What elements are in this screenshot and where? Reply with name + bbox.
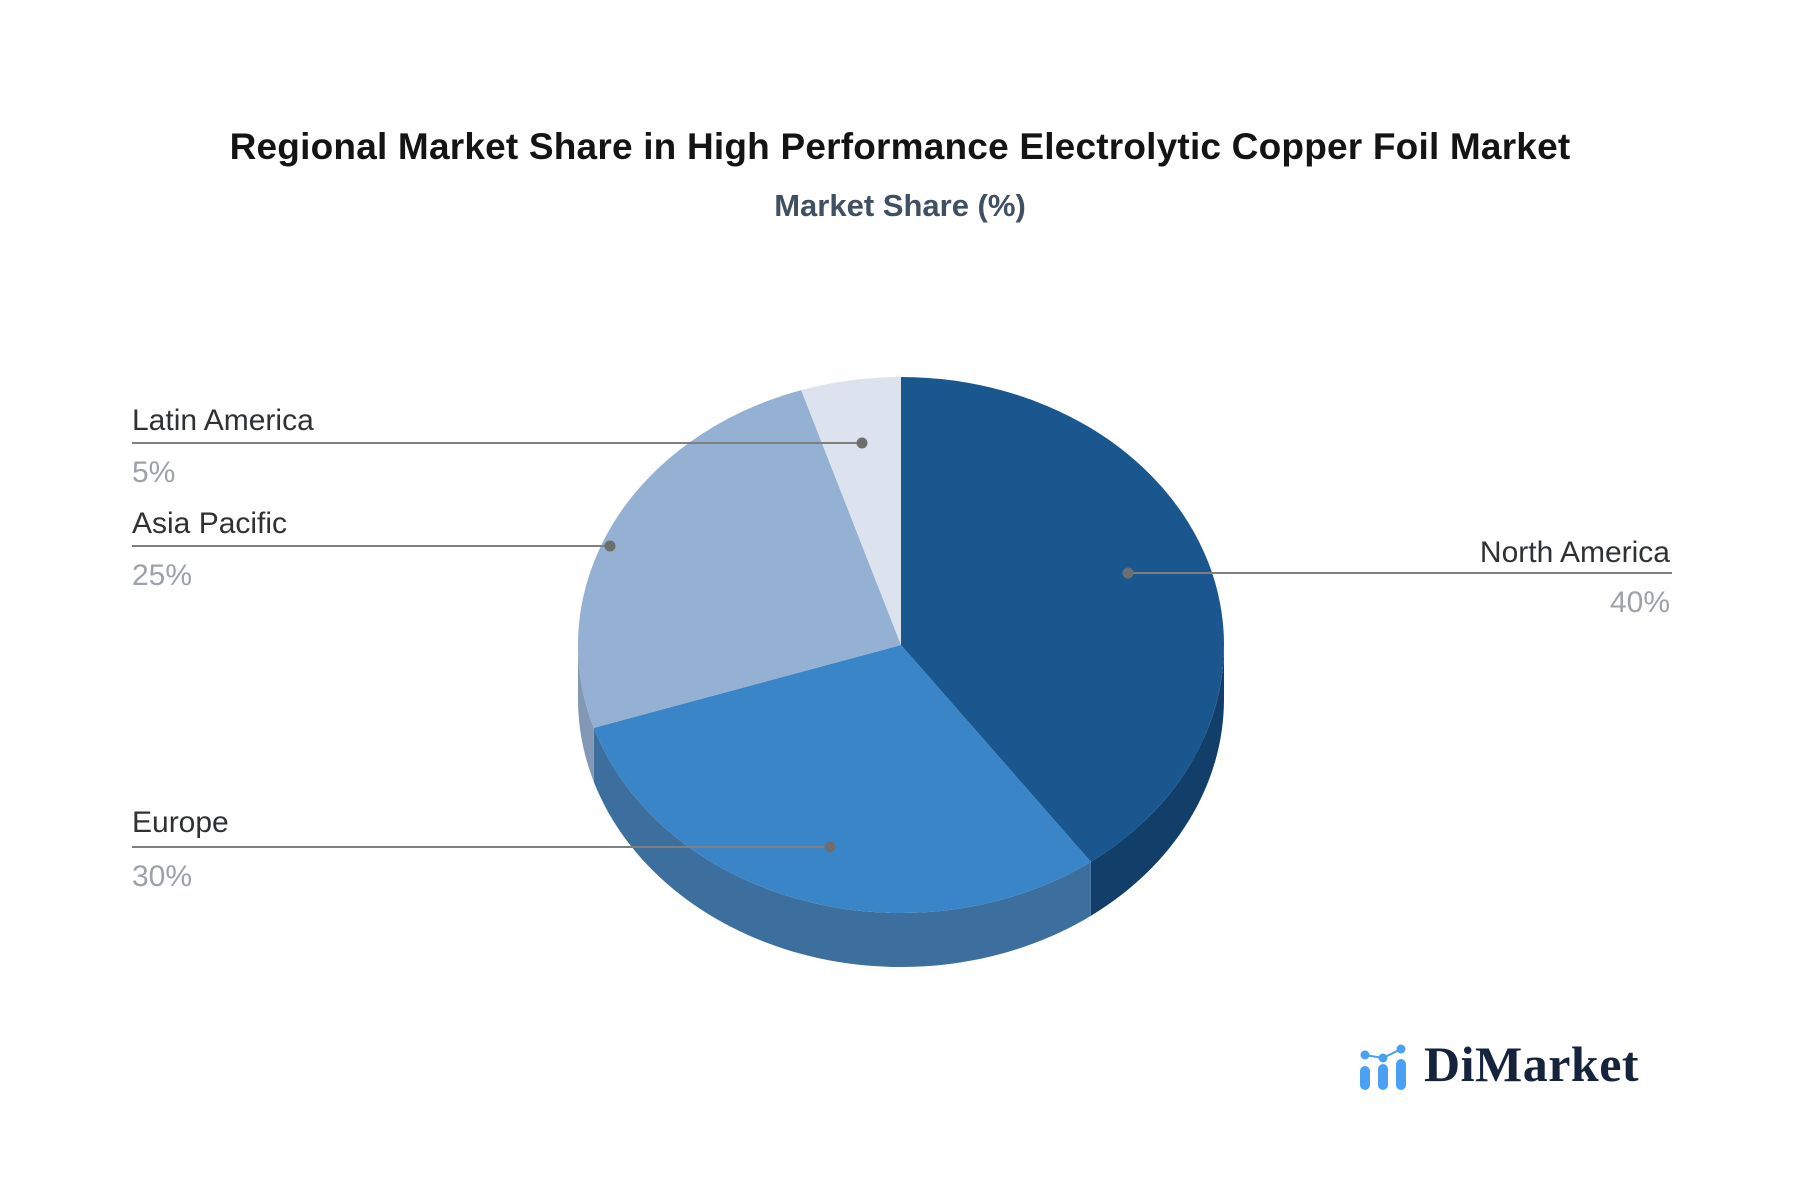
callout-dot-europe (824, 841, 836, 853)
brand-name: DiMarket (1424, 1036, 1640, 1092)
pie-slice-side-north-america (1090, 645, 1224, 916)
callout-label-latin-america: Latin America (132, 404, 314, 437)
pie-slice-north-america[interactable] (901, 377, 1224, 862)
bar-line-chart-logo-icon (1360, 1044, 1406, 1090)
pie-slice-side-asia-pacific (578, 645, 594, 782)
callout-pct-europe: 30% (132, 860, 193, 893)
callout-label-asia-pacific: Asia Pacific (132, 507, 288, 540)
callout-pct-asia-pacific: 25% (132, 559, 193, 592)
callout-dot-asia-pacific (604, 540, 616, 552)
pie-slice-europe[interactable] (593, 645, 1091, 913)
pie-slice-side-europe (593, 727, 1091, 968)
callout-label-north-america: North America (1479, 536, 1670, 569)
callout-label-europe: Europe (132, 806, 229, 839)
callout-dot-latin-america (856, 437, 868, 449)
callout-pct-latin-america: 5% (132, 456, 176, 489)
brand-logo: DiMarket (1358, 1038, 1639, 1090)
chart-subtitle: Market Share (%) (774, 188, 1026, 223)
callout-pct-north-america: 40% (1609, 586, 1670, 619)
chart-title: Regional Market Share in High Performanc… (229, 126, 1571, 167)
pie-slice-asia-pacific[interactable] (578, 390, 901, 728)
callout-dot-north-america (1122, 567, 1134, 579)
